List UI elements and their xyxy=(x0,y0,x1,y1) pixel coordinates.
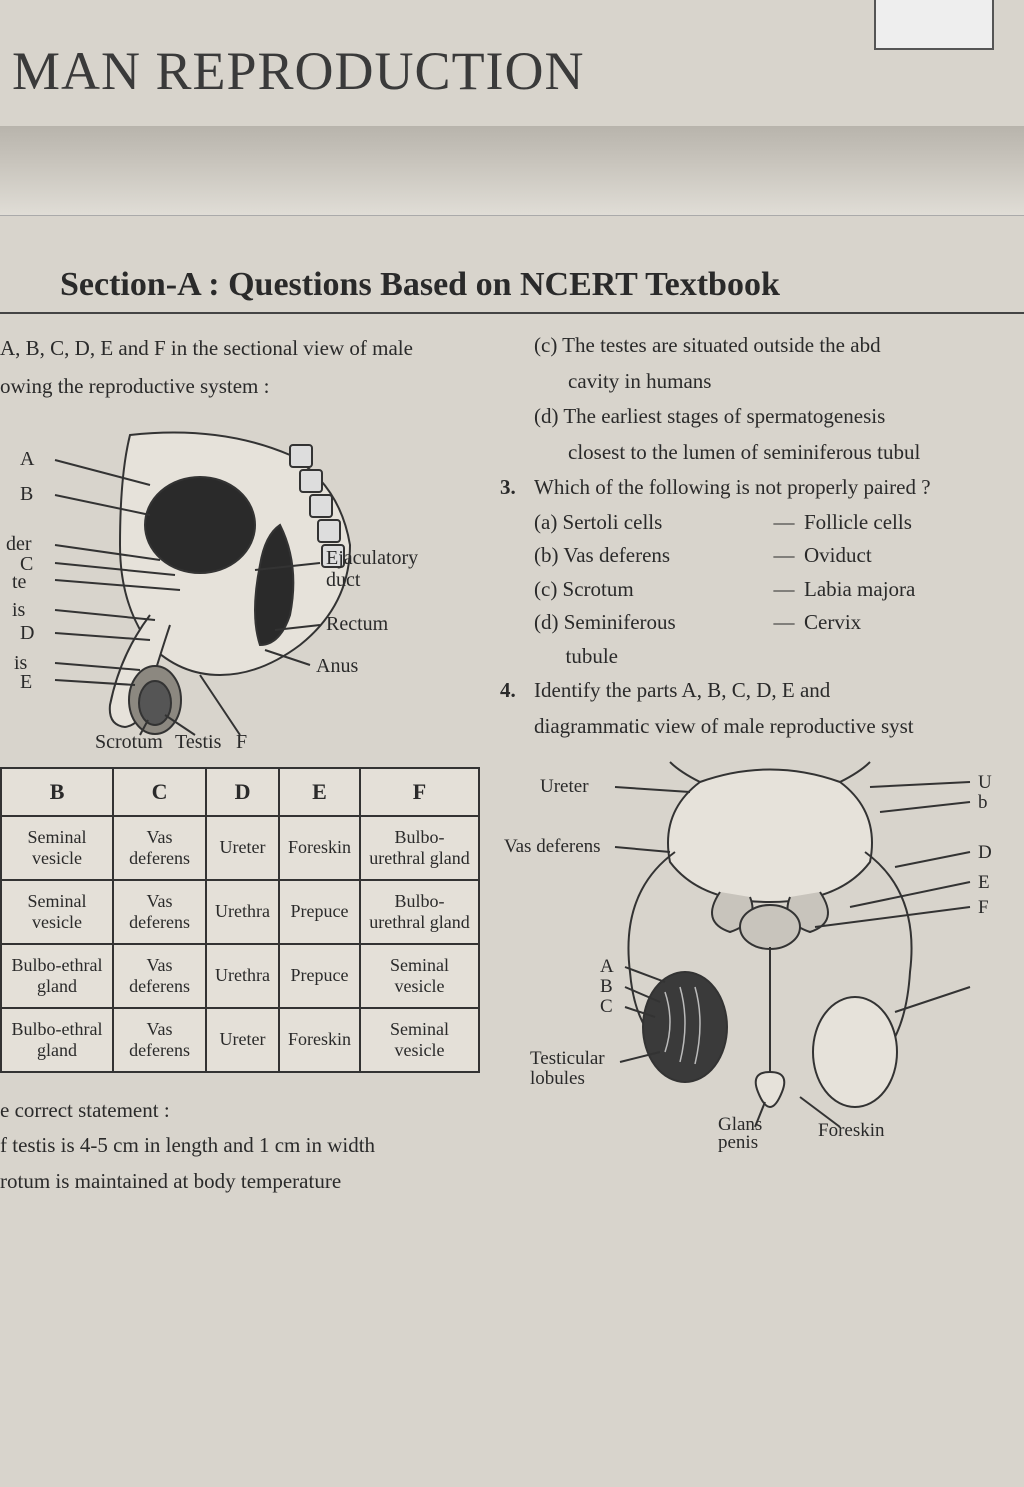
label-D2: D xyxy=(978,842,992,864)
decorative-band xyxy=(0,126,1024,216)
q1-intro-line2: owing the reproductive system : xyxy=(0,366,480,404)
label-rectum: Rectum xyxy=(326,613,388,636)
label-vasdef: Vas deferens xyxy=(504,836,601,858)
q3-opt-d: (d) Seminiferous—Cervix xyxy=(500,606,1020,640)
q4-text1: Identify the parts A, B, C, D, E and xyxy=(534,675,830,707)
statement-2: rotum is maintained at body temperature xyxy=(0,1162,480,1198)
q4-line1: 4. Identify the parts A, B, C, D, E and xyxy=(500,673,1020,709)
label-F2: F xyxy=(978,897,989,919)
q3-opt-b: (b) Vas deferens—Oviduct xyxy=(500,539,1020,573)
statement-1: f testis is 4-5 cm in length and 1 cm in… xyxy=(0,1126,480,1162)
q3-number: 3. xyxy=(500,472,534,504)
table-row: Bulbo-ethral glandVas deferensUreterFore… xyxy=(1,1008,479,1072)
label-B: B xyxy=(20,483,33,506)
th-B: B xyxy=(1,768,113,816)
th-C: C xyxy=(113,768,206,816)
diagram-male-front: Ureter Vas deferens A B C Testicular lob… xyxy=(500,752,1020,1142)
q4-line2: diagrammatic view of male reproductive s… xyxy=(500,709,1020,745)
opt-d-l1: (d) The earliest stages of spermatogenes… xyxy=(500,399,1020,435)
answer-table: B C D E F Seminal vesicleVas deferensUre… xyxy=(0,767,480,1073)
diagram-male-sectional: A B der C te is D is E Ejaculatory duct … xyxy=(0,415,480,755)
label-C2: C xyxy=(600,996,613,1018)
opt-c-l2: cavity in humans xyxy=(500,364,1020,400)
corner-thumbnail xyxy=(874,0,994,50)
label-B2: B xyxy=(600,976,613,998)
th-E: E xyxy=(279,768,360,816)
opt-d-l2: closest to the lumen of seminiferous tub… xyxy=(500,435,1020,471)
label-testis: Testis xyxy=(175,731,221,754)
label-A: A xyxy=(20,448,34,471)
q3-opt-d2: tubule xyxy=(500,640,1020,674)
section-heading: Section-A : Questions Based on NCERT Tex… xyxy=(0,256,1024,314)
label-ureter: Ureter xyxy=(540,776,589,798)
page-title: MAN REPRODUCTION xyxy=(0,0,1024,126)
label-ejaculatory: Ejaculatory xyxy=(326,547,418,570)
label-duct: duct xyxy=(326,569,360,592)
statement-heading: e correct statement : xyxy=(0,1091,480,1127)
label-F: F xyxy=(236,731,247,754)
q3-opt-c: (c) Scrotum—Labia majora xyxy=(500,573,1020,607)
label-b-small: b xyxy=(978,792,988,814)
right-column: (c) The testes are situated outside the … xyxy=(500,328,1020,1197)
label-foreskin: Foreskin xyxy=(818,1120,885,1142)
table-row: Bulbo-ethral glandVas deferensUrethraPre… xyxy=(1,944,479,1008)
q3-text: Which of the following is not properly p… xyxy=(534,472,931,504)
table-row: Seminal vesicleVas deferensUrethraPrepuc… xyxy=(1,880,479,944)
label-U2: U xyxy=(978,772,992,794)
label-E2: E xyxy=(978,872,990,894)
q3-line: 3. Which of the following is not properl… xyxy=(500,470,1020,506)
q4-number: 4. xyxy=(500,675,534,707)
label-testicular1: Testicular xyxy=(530,1048,605,1070)
label-is1: is xyxy=(12,599,25,622)
label-testicular2: lobules xyxy=(530,1068,585,1090)
opt-c-l1: (c) The testes are situated outside the … xyxy=(500,328,1020,364)
label-scrotum: Scrotum xyxy=(95,731,163,754)
label-glans2: penis xyxy=(718,1132,758,1154)
label-te: te xyxy=(12,571,26,594)
th-F: F xyxy=(360,768,479,816)
q3-opt-a: (a) Sertoli cells—Follicle cells xyxy=(500,506,1020,540)
label-D: D xyxy=(20,622,34,645)
th-D: D xyxy=(206,768,279,816)
label-anus: Anus xyxy=(316,655,358,678)
diagram-svg xyxy=(0,415,480,755)
q1-intro-line1: A, B, C, D, E and F in the sectional vie… xyxy=(0,328,480,366)
table-row: Seminal vesicleVas deferensUreterForeski… xyxy=(1,816,479,880)
left-column: A, B, C, D, E and F in the sectional vie… xyxy=(0,328,480,1197)
label-E: E xyxy=(20,671,32,694)
label-A2: A xyxy=(600,956,614,978)
